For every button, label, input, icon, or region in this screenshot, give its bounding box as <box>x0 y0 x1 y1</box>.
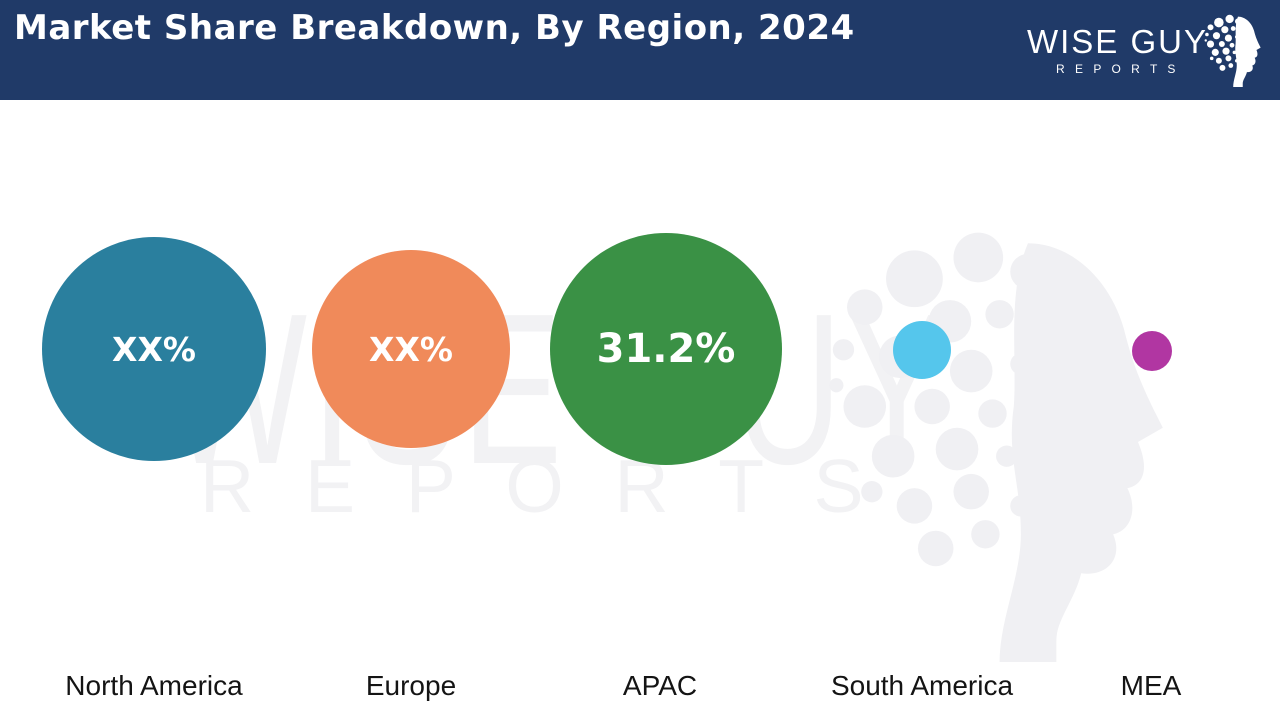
bubble-south-america <box>893 321 951 379</box>
bubble-mea <box>1132 331 1172 371</box>
bubble-value-label: XX% <box>369 329 453 369</box>
header-bar: Market Share Breakdown, By Region, 2024 … <box>0 0 1280 100</box>
category-label-europe: Europe <box>365 670 457 701</box>
watermark-subtitle-text: R E P O R T S <box>200 444 879 528</box>
bubble-value-label: XX% <box>112 329 196 369</box>
page-title: Market Share Breakdown, By Region, 2024 <box>14 8 855 48</box>
bubble-europe: XX% <box>312 250 510 448</box>
bubble-value-label: 31.2% <box>596 326 736 372</box>
category-label-apac: APAC <box>622 670 698 701</box>
category-label-north-america: North America <box>65 670 243 701</box>
brand-logo: WISE GUY R E P O R T S <box>1027 8 1262 92</box>
brand-logo-text: WISE GUY R E P O R T S <box>1026 22 1208 77</box>
bubble-north-america: XX% <box>42 237 266 461</box>
watermark-head-icon <box>829 232 1163 662</box>
brand-subtitle: R E P O R T S <box>1056 62 1179 77</box>
category-label-south-america: South America <box>830 670 1014 701</box>
brand-name: WISE GUY <box>1026 22 1208 60</box>
bubble-apac: 31.2% <box>550 233 782 465</box>
category-label-mea: MEA <box>1120 670 1182 701</box>
